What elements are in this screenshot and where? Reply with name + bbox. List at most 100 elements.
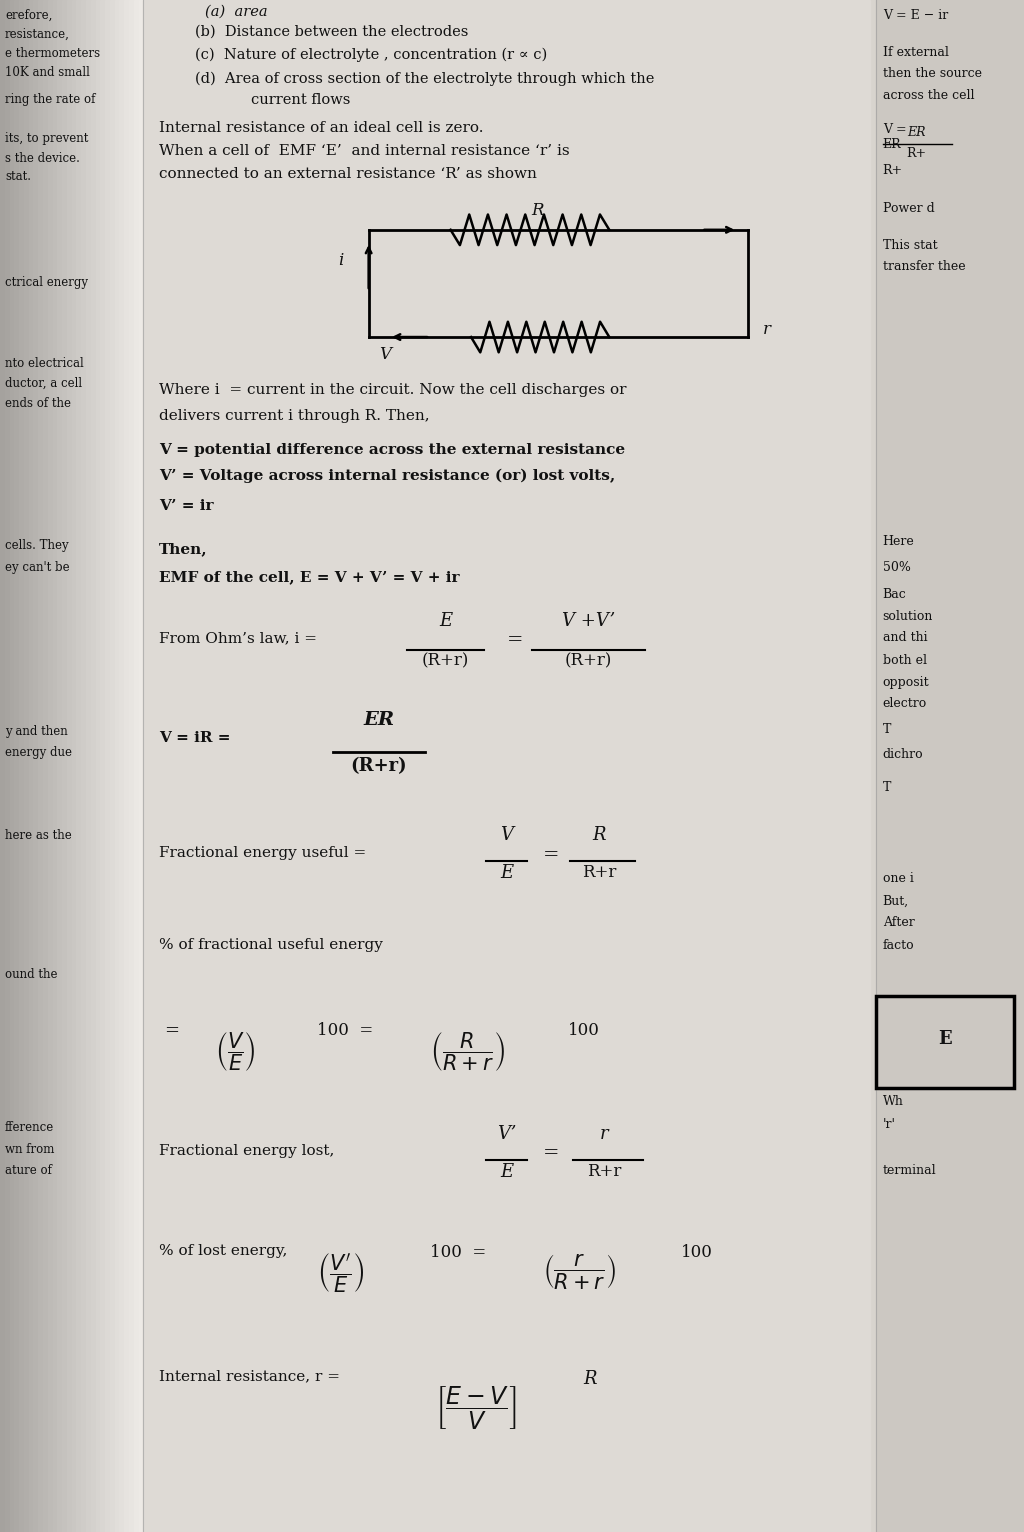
Bar [138,0,143,1532]
Text: E: E [501,1163,513,1181]
Text: Fractional energy useful =: Fractional energy useful = [159,846,371,859]
Text: V +V’: V +V’ [562,611,615,630]
Bar [77,0,81,1532]
Text: V’: V’ [498,1124,516,1143]
Text: 'r': 'r' [883,1118,896,1131]
Text: cells. They: cells. They [5,539,69,552]
Text: electro: electro [883,697,927,709]
Text: =: = [543,1144,559,1163]
Bar [52,0,57,1532]
Text: terminal: terminal [883,1164,936,1177]
Bar [19,0,24,1532]
Text: $\left[\dfrac{E-V}{V}\right]$: $\left[\dfrac{E-V}{V}\right]$ [435,1385,517,1432]
Bar [24,0,29,1532]
Bar [9,0,14,1532]
Text: Internal resistance of an ideal cell is zero.: Internal resistance of an ideal cell is … [159,121,483,135]
Text: 50%: 50% [883,561,910,573]
Text: When a cell of  EMF ‘E’  and internal resistance ‘r’ is: When a cell of EMF ‘E’ and internal resi… [159,144,569,158]
Text: energy due: energy due [5,746,72,758]
Bar [72,0,77,1532]
Text: ER: ER [907,126,926,138]
Bar [876,0,1024,1532]
Text: across the cell: across the cell [883,89,974,101]
Bar [86,0,91,1532]
Bar [120,0,124,1532]
Text: Then,: Then, [159,542,207,556]
Bar [134,0,138,1532]
Text: dichro: dichro [883,748,924,760]
Text: r: r [763,320,771,339]
Text: V = E − ir: V = E − ir [883,9,948,21]
Text: 100  =: 100 = [317,1022,374,1039]
Text: But,: But, [883,895,909,907]
Text: % of lost energy,: % of lost energy, [159,1244,287,1258]
Bar [110,0,115,1532]
Text: ature of: ature of [5,1164,52,1177]
Text: EMF of the cell, E = V + V’ = V + ir: EMF of the cell, E = V + V’ = V + ir [159,570,459,584]
Text: $\left(\dfrac{r}{R+r}\right)$: $\left(\dfrac{r}{R+r}\right)$ [543,1252,615,1290]
Text: E: E [439,611,452,630]
Text: one i: one i [883,872,913,884]
Text: R: R [584,1370,597,1388]
Text: (R+r): (R+r) [422,653,469,669]
Text: (R+r): (R+r) [565,653,612,669]
Text: ER: ER [883,138,901,150]
Text: Where i  = current in the circuit. Now the cell discharges or: Where i = current in the circuit. Now th… [159,383,627,397]
Text: e thermometers: e thermometers [5,47,100,60]
Bar [143,0,870,1532]
Text: R+: R+ [906,147,927,159]
Bar [29,0,34,1532]
Bar [91,0,95,1532]
Text: E: E [938,1030,951,1048]
Text: resistance,: resistance, [5,28,70,40]
Bar [34,0,38,1532]
Bar [105,0,110,1532]
Text: This stat: This stat [883,239,937,251]
Text: wn from: wn from [5,1143,54,1155]
Text: % of fractional useful energy: % of fractional useful energy [159,938,383,951]
Text: T: T [883,723,891,735]
Text: transfer thee: transfer thee [883,260,966,273]
Text: erefore,: erefore, [5,9,52,21]
Bar [115,0,120,1532]
Text: (c)  Nature of electrolyte , concentration (r ∝ c): (c) Nature of electrolyte , concentratio… [195,47,547,61]
Text: s the device.: s the device. [5,152,80,164]
Text: its, to prevent: its, to prevent [5,132,88,144]
Text: ound the: ound the [5,968,57,980]
Text: Power d: Power d [883,202,935,214]
Bar [129,0,134,1532]
Text: both el: both el [883,654,927,666]
Text: y and then: y and then [5,725,68,737]
Bar [67,0,72,1532]
Text: ctrical energy: ctrical energy [5,276,88,288]
Bar [43,0,48,1532]
Text: ends of the: ends of the [5,397,71,409]
Text: R+r: R+r [582,864,616,881]
Bar [14,0,19,1532]
Text: ER: ER [364,711,394,729]
Text: 100: 100 [681,1244,713,1261]
Text: (d)  Area of cross section of the electrolyte through which the: (d) Area of cross section of the electro… [195,72,654,86]
Bar [95,0,100,1532]
Bar [81,0,86,1532]
Text: delivers current i through R. Then,: delivers current i through R. Then, [159,409,429,423]
Text: fference: fference [5,1121,54,1134]
Bar [38,0,43,1532]
Text: Bac: Bac [883,588,906,601]
Text: r: r [600,1124,608,1143]
Text: R+r: R+r [587,1163,622,1180]
Text: and thi: and thi [883,631,928,643]
Text: T: T [883,781,891,794]
Text: V = potential difference across the external resistance: V = potential difference across the exte… [159,443,625,457]
Text: $\left(\dfrac{V'}{E}\right)$: $\left(\dfrac{V'}{E}\right)$ [317,1252,365,1296]
Bar [124,0,129,1532]
Bar [48,0,52,1532]
Text: 10K and small: 10K and small [5,66,90,78]
Text: V’ = ir: V’ = ir [159,499,213,513]
Text: =: = [164,1022,179,1040]
Text: 100  =: 100 = [430,1244,486,1261]
Text: =: = [507,631,523,650]
Text: facto: facto [883,939,914,951]
Text: then the source: then the source [883,67,982,80]
Text: Wh: Wh [883,1095,903,1108]
